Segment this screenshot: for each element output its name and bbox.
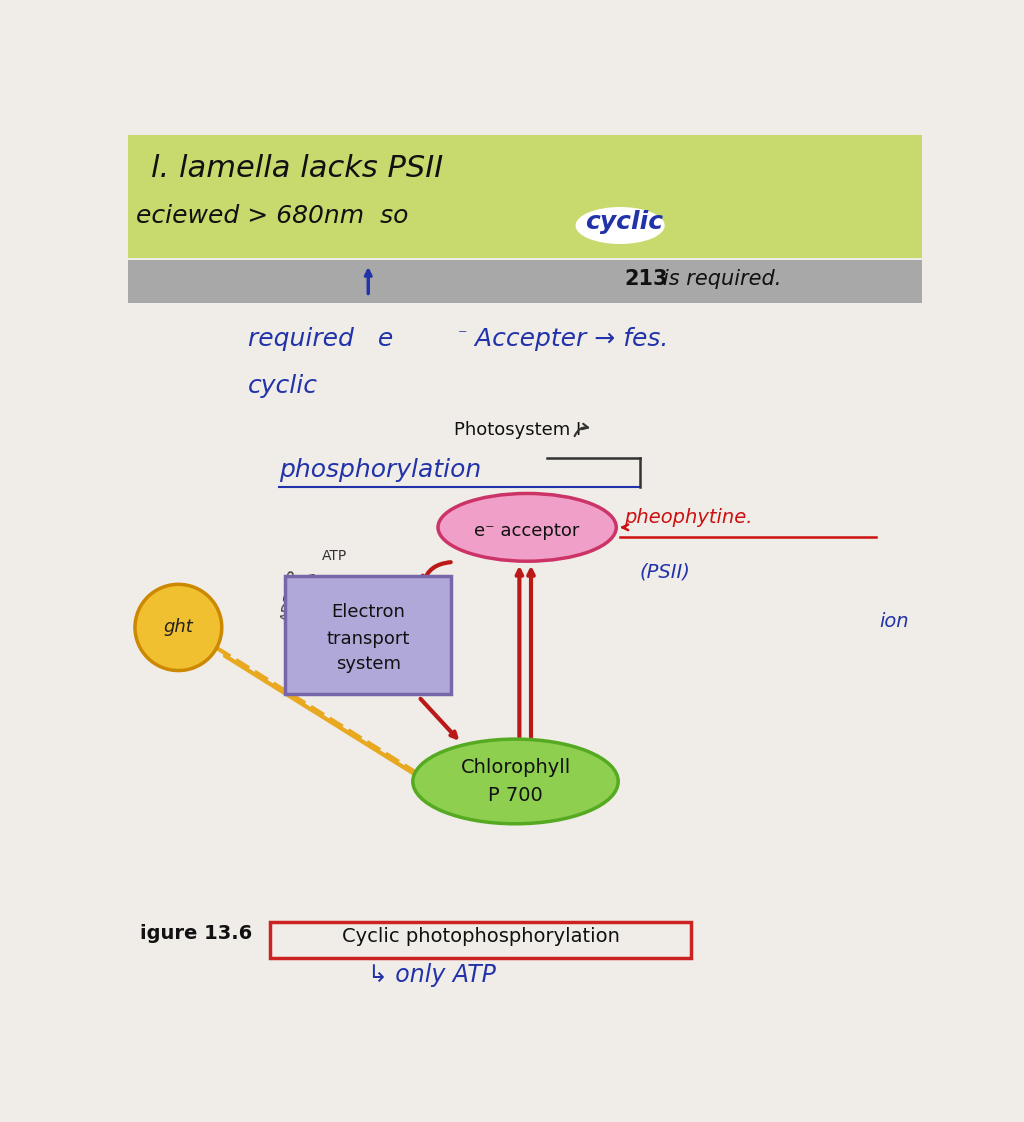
Text: Accepter → fes.: Accepter → fes. — [467, 328, 669, 351]
Text: ght: ght — [164, 618, 194, 636]
Ellipse shape — [438, 494, 616, 561]
Text: (PSII): (PSII) — [640, 562, 690, 581]
Text: l. lamella lacks PSII: l. lamella lacks PSII — [152, 154, 443, 183]
Bar — [124, 260, 930, 303]
Text: e⁻ acceptor: e⁻ acceptor — [474, 522, 580, 540]
Text: Cyclic photophosphorylation: Cyclic photophosphorylation — [342, 927, 620, 946]
Text: system: system — [336, 655, 400, 673]
Text: cyclic: cyclic — [248, 374, 318, 397]
Circle shape — [135, 585, 222, 671]
Text: ↳ only ATP: ↳ only ATP — [369, 963, 496, 986]
Bar — [124, 131, 930, 258]
Text: is required.: is required. — [663, 269, 781, 288]
FancyBboxPatch shape — [286, 576, 452, 695]
Text: ADP+iP: ADP+iP — [280, 569, 302, 623]
Text: igure 13.6: igure 13.6 — [139, 925, 252, 944]
Text: transport: transport — [327, 629, 410, 649]
Text: phosphorylation: phosphorylation — [280, 458, 481, 482]
Text: ion: ion — [880, 613, 909, 632]
Text: P 700: P 700 — [488, 785, 543, 804]
Text: eciewed > 680nm  so: eciewed > 680nm so — [136, 204, 416, 228]
Text: Electron: Electron — [332, 603, 406, 622]
Text: cyclic: cyclic — [586, 210, 664, 233]
Text: ATP: ATP — [322, 549, 347, 562]
Text: Photosystem I: Photosystem I — [454, 421, 581, 439]
Text: 213: 213 — [624, 269, 668, 288]
Text: ⁻: ⁻ — [458, 327, 467, 344]
Ellipse shape — [413, 739, 618, 824]
Text: required   e: required e — [248, 328, 393, 351]
Text: Chlorophyll: Chlorophyll — [461, 758, 570, 778]
Text: pheophytine.: pheophytine. — [624, 508, 753, 527]
Ellipse shape — [575, 208, 665, 243]
